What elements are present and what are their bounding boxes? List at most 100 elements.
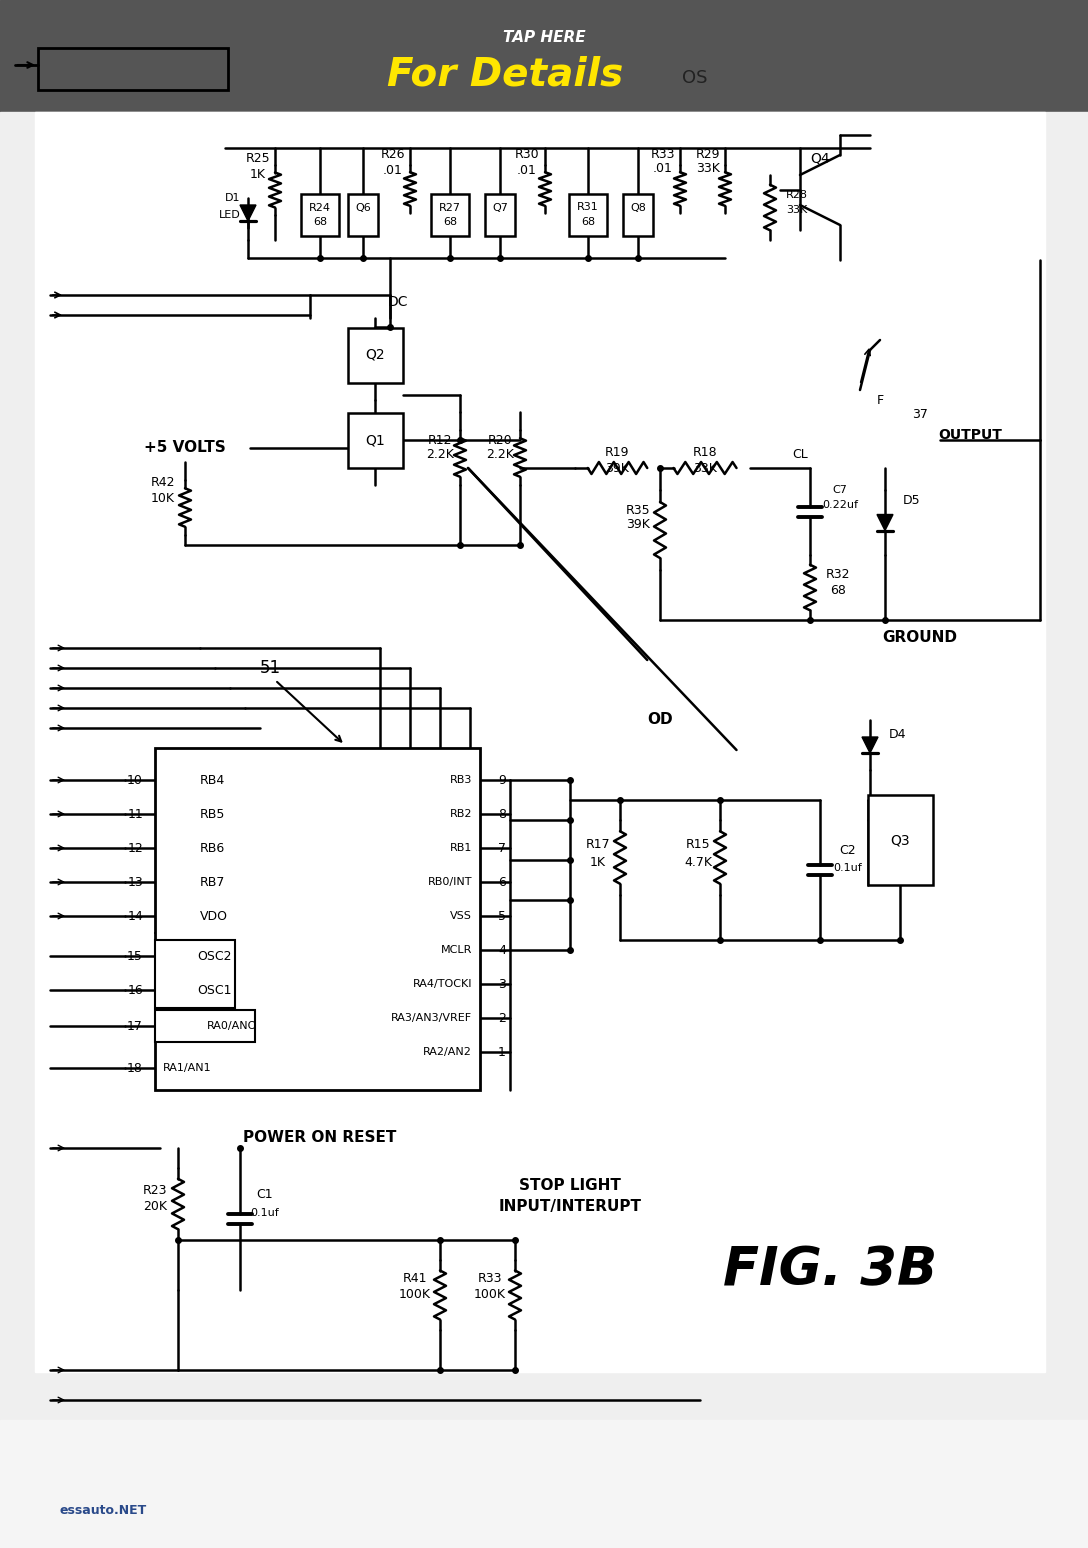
Text: OSC1: OSC1 — [197, 983, 232, 997]
Text: Q3: Q3 — [890, 833, 910, 847]
Text: Q4: Q4 — [811, 152, 830, 166]
Text: Q2: Q2 — [366, 348, 385, 362]
Text: 13: 13 — [127, 876, 143, 889]
Text: Q7: Q7 — [492, 203, 508, 214]
Bar — [347, 328, 403, 382]
Text: 100K: 100K — [399, 1288, 431, 1302]
Text: 16: 16 — [127, 983, 143, 997]
Text: 33K: 33K — [787, 204, 807, 215]
Text: R24: R24 — [309, 203, 331, 214]
Bar — [154, 1009, 255, 1042]
Text: R29: R29 — [695, 149, 720, 161]
Bar — [0, 0, 1088, 111]
Text: Q6: Q6 — [355, 203, 371, 214]
Text: 100K: 100K — [474, 1288, 506, 1302]
Text: 10: 10 — [127, 774, 143, 786]
Text: INPUT/INTERUPT: INPUT/INTERUPT — [498, 1200, 642, 1215]
Bar — [569, 194, 607, 235]
Text: VSS: VSS — [450, 912, 472, 921]
Text: R27: R27 — [438, 203, 461, 214]
Text: C7: C7 — [832, 485, 848, 495]
Text: +5 VOLTS: +5 VOLTS — [144, 441, 226, 455]
Text: 33K: 33K — [693, 461, 717, 475]
Text: OD: OD — [647, 712, 672, 728]
Bar — [347, 412, 403, 467]
Text: 39K: 39K — [605, 461, 629, 475]
Text: 1K: 1K — [590, 856, 606, 868]
Text: VDO: VDO — [200, 910, 228, 923]
Text: R23: R23 — [143, 1184, 168, 1197]
Text: 68: 68 — [581, 217, 595, 228]
Text: R28: R28 — [786, 190, 808, 200]
Text: RB5: RB5 — [200, 808, 225, 820]
Text: C1: C1 — [257, 1189, 273, 1201]
Text: essauto.NET: essauto.NET — [60, 1503, 147, 1517]
Text: RB7: RB7 — [200, 876, 225, 889]
Text: LED: LED — [219, 211, 240, 220]
Text: RB4: RB4 — [200, 774, 225, 786]
Text: RB6: RB6 — [200, 842, 225, 854]
Text: FIG. 3B: FIG. 3B — [722, 1245, 937, 1296]
Text: 0.22uf: 0.22uf — [823, 500, 858, 509]
Text: 17: 17 — [127, 1020, 143, 1033]
Text: 9: 9 — [498, 774, 506, 786]
Text: .01: .01 — [383, 164, 403, 176]
Text: Q1: Q1 — [366, 433, 385, 447]
Text: R25: R25 — [246, 152, 270, 164]
Text: 5: 5 — [498, 910, 506, 923]
Text: Q8: Q8 — [630, 203, 646, 214]
Text: R32: R32 — [826, 568, 850, 582]
Text: RA4/TOCKI: RA4/TOCKI — [412, 978, 472, 989]
Bar — [623, 194, 653, 235]
Text: POWER ON RESET: POWER ON RESET — [244, 1130, 397, 1146]
Text: R30: R30 — [515, 149, 540, 161]
Text: .01: .01 — [517, 164, 537, 176]
Text: RB3: RB3 — [449, 776, 472, 785]
Text: R12: R12 — [428, 433, 453, 446]
Text: 68: 68 — [313, 217, 327, 228]
Polygon shape — [862, 737, 878, 752]
Text: 68: 68 — [830, 584, 846, 596]
Text: RA1/AN1: RA1/AN1 — [163, 1063, 212, 1073]
Bar — [301, 194, 339, 235]
Text: R19: R19 — [605, 446, 629, 458]
Text: CL: CL — [792, 449, 808, 461]
Text: R41: R41 — [403, 1271, 428, 1285]
Text: D5: D5 — [903, 494, 920, 506]
Text: 18: 18 — [127, 1062, 143, 1074]
Text: DC: DC — [387, 296, 408, 310]
Text: 7: 7 — [498, 842, 506, 854]
Text: 2.2K: 2.2K — [426, 449, 454, 461]
Bar — [431, 194, 469, 235]
Text: RB0/INT: RB0/INT — [428, 878, 472, 887]
Text: RA2/AN2: RA2/AN2 — [423, 1046, 472, 1057]
Text: 3: 3 — [498, 977, 506, 991]
Text: 14: 14 — [127, 910, 143, 923]
Text: D1: D1 — [225, 194, 240, 203]
Text: 12: 12 — [127, 842, 143, 854]
Text: 0.1uf: 0.1uf — [250, 1207, 280, 1218]
Text: STOP LIGHT: STOP LIGHT — [519, 1178, 621, 1192]
Text: RA3/AN3/VREF: RA3/AN3/VREF — [391, 1012, 472, 1023]
Text: 0.1uf: 0.1uf — [833, 862, 863, 873]
Text: R31: R31 — [577, 201, 598, 212]
Bar — [0, 111, 1088, 1492]
Text: D4: D4 — [889, 729, 906, 741]
Text: RA0/ANO: RA0/ANO — [207, 1022, 258, 1031]
Text: R26: R26 — [381, 149, 405, 161]
Bar — [154, 940, 235, 1008]
Text: .01: .01 — [653, 161, 673, 175]
Text: C2: C2 — [840, 844, 856, 856]
Text: 2: 2 — [498, 1011, 506, 1025]
Text: R15: R15 — [685, 839, 710, 851]
Text: RB1: RB1 — [449, 844, 472, 853]
Bar — [38, 48, 228, 90]
Text: F: F — [877, 393, 883, 407]
Text: 8: 8 — [498, 808, 506, 820]
Text: OSC2: OSC2 — [197, 949, 232, 963]
Text: R42: R42 — [151, 477, 175, 489]
Text: 37: 37 — [912, 409, 928, 421]
Text: 15: 15 — [127, 949, 143, 963]
Text: 2.2K: 2.2K — [486, 449, 514, 461]
Bar — [154, 748, 480, 1090]
